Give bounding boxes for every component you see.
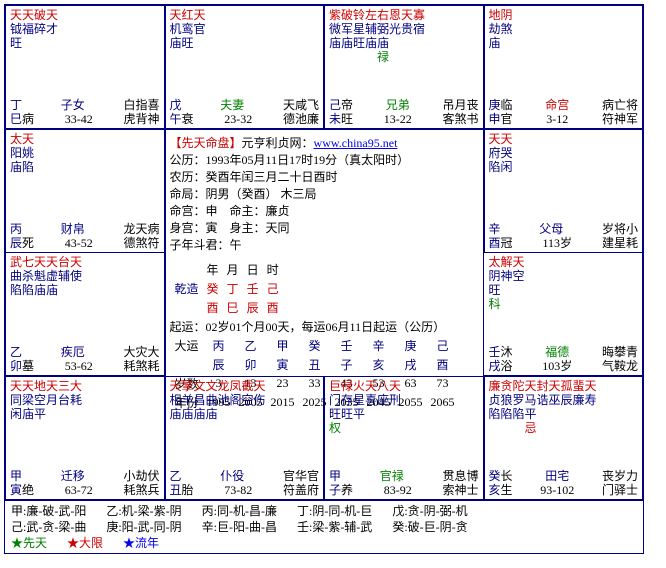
palace-5: 太天 阳姚 庙陷 丙财帛龙天病 辰死43-52德煞符 — [5, 129, 165, 253]
palace-6: 天天 府哭 陷闲 辛父母岁将小 酉冠113岁建星耗 — [484, 129, 644, 253]
sihua-footer: 甲:廉-破-武-阳乙:机-梁-紫-阴丙:同-机-昌-廉丁:阴-同-机-巨戊:贪-… — [5, 500, 643, 553]
palace-12: 廉贪陀天封天孤蜚天 贞狼罗马诰巫辰廉寿 陷陷陷平 忌 癸长田宅丧岁力 亥生93-… — [484, 376, 644, 500]
palace-8: 太解天 阴神空 旺 科 壬沐福德晦攀青 戌浴103岁气鞍龙 — [483, 252, 643, 376]
site-link[interactable]: www.china95.net — [314, 136, 398, 150]
chart-row-1: 天天破天 钺福碎才 旺 丁子女白指喜 巳病33-42虎背神 天红天 机鸾官 庙旺… — [5, 5, 643, 129]
palace-10: 天擎文文龙凤截天 相羊昌曲池阁空伤 庙庙庙庙 乙仆役官华官 丑胎73-82符盖府 — [165, 376, 325, 500]
palace-2: 天红天 机鸾官 庙旺 戊夫妻天咸飞 午衰23-32德池廉 — [165, 5, 325, 129]
palace-9: 天天地天三大 同梁空月台耗 闲庙平 甲迁移小劫伏 寅绝63-72耗煞兵 — [5, 376, 165, 500]
ziwei-chart: 天天破天 钺福碎才 旺 丁子女白指喜 巳病33-42虎背神 天红天 机鸾官 庙旺… — [4, 4, 644, 554]
palace-1: 天天破天 钺福碎才 旺 丁子女白指喜 巳病33-42虎背神 — [5, 5, 165, 129]
palace-3: 紫破铃左右恩天寡 微军星辅弼光贵宿 庙庙旺庙庙 禄 己帝兄弟吊月丧 未旺13-2… — [324, 5, 484, 129]
chart-row-4: 天天地天三大 同梁空月台耗 闲庙平 甲迁移小劫伏 寅绝63-72耗煞兵 天擎文文… — [5, 376, 643, 500]
palace-11: 巨禄火天八天 门存星喜座刑 旺旺平 权 甲官禄贯息博 子养83-92索神士 — [324, 376, 484, 500]
chart-row-3: 武七天天台天 曲杀魁虚辅使 陷陷庙庙 乙疾厄大灾大 卯墓53-62耗煞耗 太解天… — [5, 252, 643, 376]
palace-7: 武七天天台天 曲杀魁虚辅使 陷陷庙庙 乙疾厄大灾大 卯墓53-62耗煞耗 — [5, 252, 165, 376]
palace-4: 地阴 劫煞 庙 庚临命宫病亡将 申官3-12符神军 — [484, 5, 644, 129]
